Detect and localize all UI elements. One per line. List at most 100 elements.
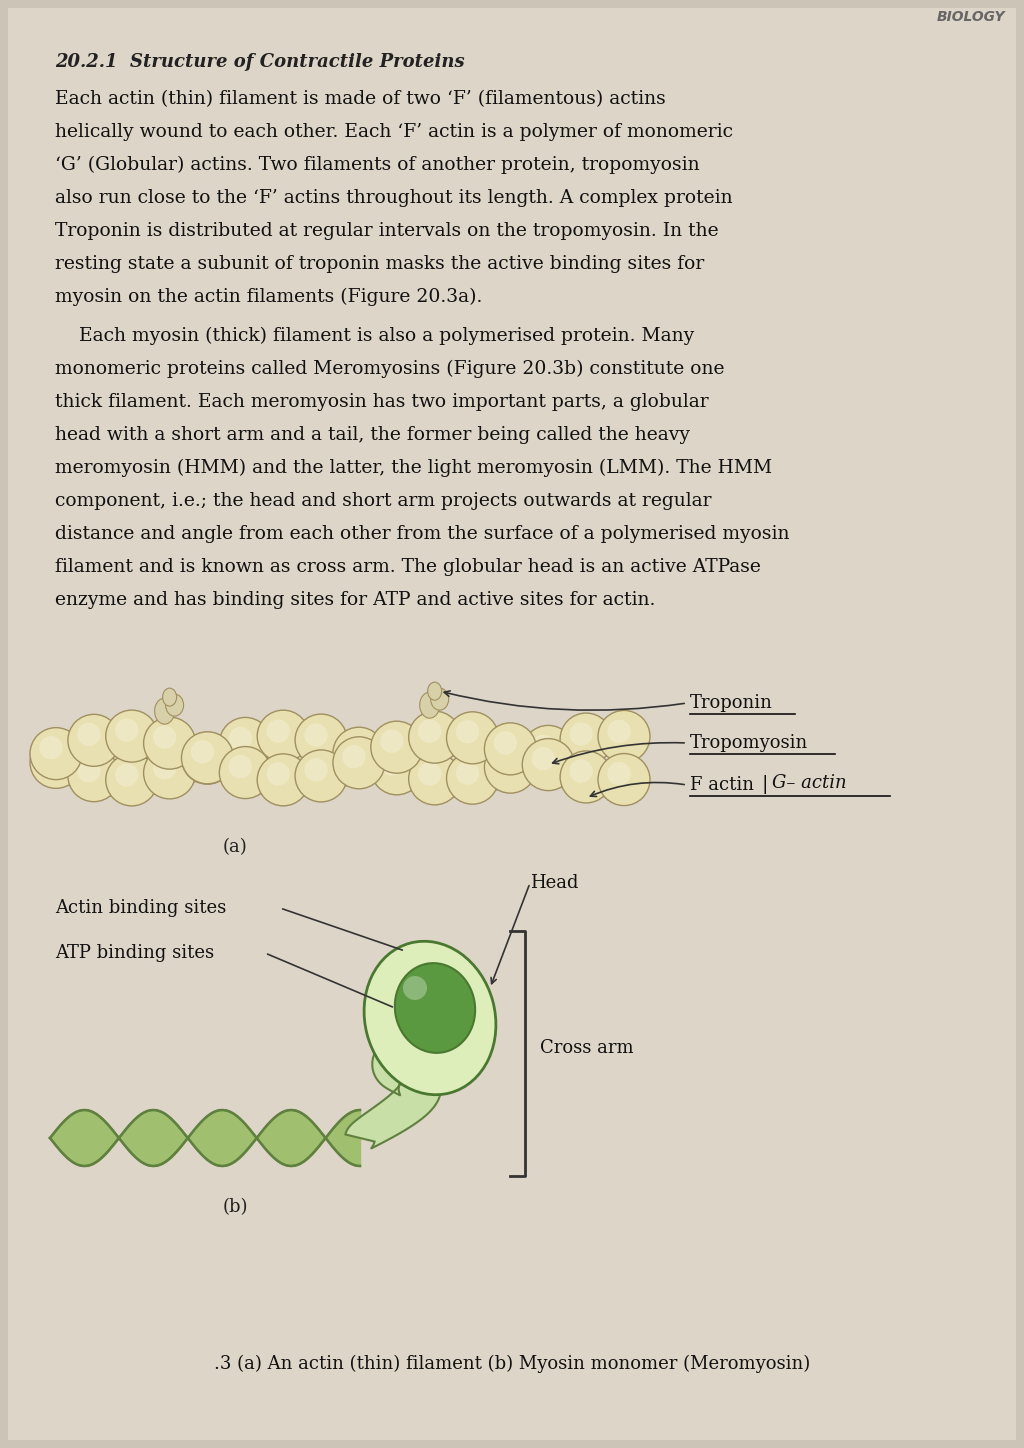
Circle shape [190,740,214,763]
Circle shape [446,712,499,763]
Circle shape [143,717,196,769]
Text: Each actin (thin) filament is made of two ‘F’ (filamentous) actins: Each actin (thin) filament is made of tw… [55,90,666,109]
Circle shape [153,756,176,779]
Ellipse shape [431,688,449,710]
Text: F actin: F actin [690,776,754,794]
Circle shape [494,731,517,754]
Circle shape [418,720,441,743]
Circle shape [446,752,499,804]
Circle shape [115,718,138,741]
Ellipse shape [420,692,439,718]
Circle shape [598,753,650,805]
Circle shape [371,721,423,773]
Circle shape [304,759,328,782]
Text: Troponin is distributed at regular intervals on the tropomyosin. In the: Troponin is distributed at regular inter… [55,222,719,240]
Text: helically wound to each other. Each ‘F’ actin is a polymer of monomeric: helically wound to each other. Each ‘F’ … [55,123,733,140]
Circle shape [380,752,403,776]
Text: resting state a subunit of troponin masks the active binding sites for: resting state a subunit of troponin mask… [55,255,705,274]
Ellipse shape [163,688,176,707]
Circle shape [219,717,271,769]
Circle shape [607,762,631,785]
Circle shape [333,737,385,789]
Text: (a): (a) [222,838,248,856]
Text: also run close to the ‘F’ actins throughout its length. A complex protein: also run close to the ‘F’ actins through… [55,190,732,207]
Circle shape [30,728,82,779]
Circle shape [380,730,403,753]
Circle shape [531,734,555,759]
Ellipse shape [166,694,183,717]
Circle shape [342,737,366,760]
Ellipse shape [155,698,175,724]
Text: .3 (a) An actin (thin) filament (b) Myosin monomer (Meromyosin): .3 (a) An actin (thin) filament (b) Myos… [214,1355,810,1373]
Circle shape [342,746,366,769]
Circle shape [409,711,461,763]
Circle shape [403,976,427,1001]
Circle shape [522,738,574,791]
Circle shape [371,743,423,795]
Text: myosin on the actin filaments (Figure 20.3a).: myosin on the actin filaments (Figure 20… [55,288,482,306]
Circle shape [531,747,555,770]
Circle shape [105,754,158,807]
Circle shape [484,741,537,794]
Circle shape [115,763,138,786]
Circle shape [456,720,479,743]
Text: G– actin: G– actin [772,775,847,792]
Circle shape [143,747,196,799]
Circle shape [30,737,82,788]
Circle shape [68,714,120,766]
Circle shape [181,731,233,783]
Circle shape [190,741,214,765]
Text: Head: Head [530,875,579,892]
Text: Actin binding sites: Actin binding sites [55,899,226,917]
Circle shape [153,725,176,749]
Text: |: | [762,775,768,794]
Text: Troponin: Troponin [690,694,773,712]
Circle shape [569,759,593,783]
Text: (b): (b) [222,1197,248,1216]
Circle shape [598,711,650,763]
Text: filament and is known as cross arm. The globular head is an active ATPase: filament and is known as cross arm. The … [55,557,761,576]
Circle shape [304,724,328,747]
Circle shape [418,762,441,786]
Circle shape [77,723,100,746]
Circle shape [295,714,347,766]
Text: distance and angle from each other from the surface of a polymerised myosin: distance and angle from each other from … [55,526,790,543]
Circle shape [484,723,537,775]
Circle shape [560,712,612,765]
Circle shape [105,710,158,762]
Circle shape [456,762,479,785]
Ellipse shape [395,963,475,1053]
Circle shape [228,727,252,750]
Circle shape [39,736,62,759]
Ellipse shape [428,682,441,701]
Circle shape [569,723,593,746]
Polygon shape [345,1031,441,1148]
Circle shape [266,762,290,786]
Text: Each myosin (thick) filament is also a polymerised protein. Many: Each myosin (thick) filament is also a p… [55,327,694,345]
Ellipse shape [365,941,496,1095]
Circle shape [77,759,100,782]
Text: thick filament. Each meromyosin has two important parts, a globular: thick filament. Each meromyosin has two … [55,392,709,411]
Text: Cross arm: Cross arm [540,1040,634,1057]
Text: monomeric proteins called Meromyosins (Figure 20.3b) constitute one: monomeric proteins called Meromyosins (F… [55,361,725,378]
Circle shape [219,747,271,798]
Text: enzyme and has binding sites for ATP and active sites for actin.: enzyme and has binding sites for ATP and… [55,591,655,610]
Circle shape [295,750,347,802]
Circle shape [333,727,385,779]
Circle shape [257,754,309,807]
Circle shape [560,752,612,804]
Circle shape [409,753,461,805]
Text: component, i.e.; the head and short arm projects outwards at regular: component, i.e.; the head and short arm … [55,492,712,510]
Circle shape [181,733,233,785]
Text: Tropomyosin: Tropomyosin [690,734,808,752]
Text: meromyosin (HMM) and the latter, the light meromyosin (LMM). The HMM: meromyosin (HMM) and the latter, the lig… [55,459,772,478]
Circle shape [68,750,120,802]
Circle shape [607,720,631,743]
Circle shape [494,750,517,773]
Text: ATP binding sites: ATP binding sites [55,944,214,961]
Text: ‘G’ (Globular) actins. Two filaments of another protein, tropomyosin: ‘G’ (Globular) actins. Two filaments of … [55,156,699,174]
Circle shape [257,710,309,762]
Text: 20.2.1  Structure of Contractile Proteins: 20.2.1 Structure of Contractile Proteins [55,54,465,71]
Circle shape [266,720,290,743]
Text: BIOLOGY: BIOLOGY [937,10,1005,25]
